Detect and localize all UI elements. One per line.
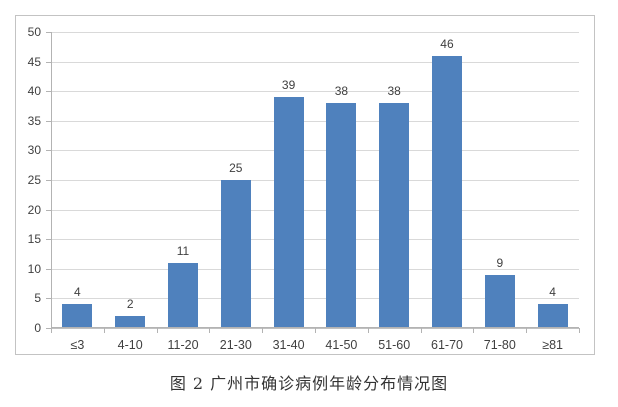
x-axis-tick-label: 31-40 — [272, 338, 305, 352]
y-axis-tick-label: 40 — [27, 84, 41, 99]
bar[interactable] — [220, 180, 251, 328]
x-axis-tick-label: 11-20 — [167, 338, 199, 352]
figure-caption: 图 2 广州市确诊病例年龄分布情况图 — [169, 374, 449, 393]
x-axis-tick — [156, 328, 158, 333]
bar-value-label: 46 — [440, 36, 454, 51]
y-axis-tick-label: 15 — [27, 232, 41, 247]
gridline — [51, 150, 579, 152]
x-axis-tick-label: 51-60 — [378, 338, 411, 352]
bar[interactable] — [379, 103, 410, 328]
bar[interactable] — [167, 262, 198, 328]
gridline — [51, 298, 579, 300]
gridline — [51, 91, 579, 93]
plot-area: 0 5 10 15 20 25 30 35 40 45 50 4 2 11 25 39 38 38 46 9 4 ≤3… — [28, 26, 580, 351]
x-axis-tick — [473, 328, 475, 333]
x-axis-tick-label: ≤3 — [70, 338, 85, 352]
x-axis-tick-label: 41-50 — [325, 338, 358, 352]
gridline — [51, 209, 579, 211]
gridline — [51, 180, 579, 181]
gridline — [51, 61, 579, 63]
y-axis-tick — [46, 91, 51, 93]
gridline — [51, 239, 579, 241]
bar-value-label: 9 — [496, 255, 504, 270]
y-axis-tick-label: 20 — [27, 202, 41, 217]
bar-group[interactable]: 2 — [104, 32, 157, 328]
y-axis-tick — [46, 180, 51, 181]
y-axis-tick-label: 5 — [34, 291, 41, 306]
bar-group[interactable]: 4 — [526, 32, 579, 328]
x-axis-tick — [315, 328, 316, 333]
x-axis-tick — [579, 328, 580, 333]
bar[interactable] — [273, 97, 304, 328]
bar-group[interactable]: 46 — [421, 32, 474, 328]
bar-group[interactable]: 9 — [473, 32, 526, 328]
x-axis-tick — [262, 328, 264, 333]
y-axis-tick-label: 35 — [27, 113, 41, 128]
y-axis-line — [51, 32, 52, 328]
gridline — [51, 268, 579, 270]
bar[interactable] — [115, 316, 146, 328]
bar-group[interactable]: 39 — [262, 32, 315, 328]
bar[interactable] — [537, 304, 568, 328]
bar-group[interactable]: 4 — [51, 32, 104, 328]
y-axis-tick — [46, 328, 51, 329]
y-axis-tick-label: 45 — [27, 54, 41, 69]
x-axis-tick-label: 21-30 — [219, 338, 252, 352]
x-axis-line — [51, 327, 579, 328]
chart-frame: 0 5 10 15 20 25 30 35 40 45 50 4 2 11 25 39 38 38 46 9 4 ≤3… — [15, 15, 595, 355]
y-axis-tick — [46, 32, 51, 33]
x-axis-tick — [103, 328, 105, 333]
bar[interactable] — [62, 304, 93, 328]
bar[interactable] — [431, 55, 462, 328]
x-axis-tick-label: 71-80 — [483, 338, 516, 352]
bar-value-label: 4 — [74, 285, 81, 300]
bar-value-label: 25 — [229, 161, 243, 175]
y-axis-tick — [46, 209, 51, 211]
x-axis-tick-label: ≥81 — [542, 338, 563, 352]
y-axis-tick-label: 30 — [27, 143, 41, 158]
y-axis-tick-label: 10 — [27, 261, 41, 276]
bar-value-label: 39 — [281, 78, 296, 93]
y-axis-tick — [46, 150, 51, 152]
bar-group[interactable]: 25 — [209, 32, 262, 328]
gridline — [51, 120, 579, 122]
y-axis-tick-label: 25 — [27, 173, 41, 187]
bar[interactable] — [484, 274, 515, 328]
bar-value-label: 4 — [549, 285, 556, 300]
y-axis-tick — [46, 61, 51, 63]
bar-group[interactable]: 38 — [315, 32, 368, 328]
bar-group[interactable]: 11 — [157, 32, 210, 328]
bar-value-label: 38 — [334, 84, 349, 99]
bar-value-label: 11 — [176, 243, 190, 258]
x-axis-tick — [51, 328, 52, 333]
x-axis-tick — [420, 328, 422, 333]
bar-value-label: 38 — [387, 84, 401, 99]
y-axis-tick — [46, 298, 51, 300]
y-axis-tick-label: 0 — [34, 321, 41, 335]
y-axis-tick — [46, 268, 51, 270]
x-axis-tick — [526, 328, 528, 333]
y-axis-tick — [46, 120, 51, 122]
x-axis-tick — [367, 328, 369, 333]
gridline — [51, 32, 579, 33]
y-axis-tick-label: 50 — [27, 25, 41, 39]
x-axis-tick-label: 61-70 — [431, 338, 463, 352]
x-axis-tick-label: 4-10 — [117, 338, 143, 352]
bar-value-label: 2 — [126, 297, 134, 312]
bar[interactable] — [326, 103, 357, 328]
bar-group[interactable]: 38 — [368, 32, 421, 328]
y-axis-tick — [46, 239, 51, 241]
x-axis-tick — [209, 328, 211, 333]
